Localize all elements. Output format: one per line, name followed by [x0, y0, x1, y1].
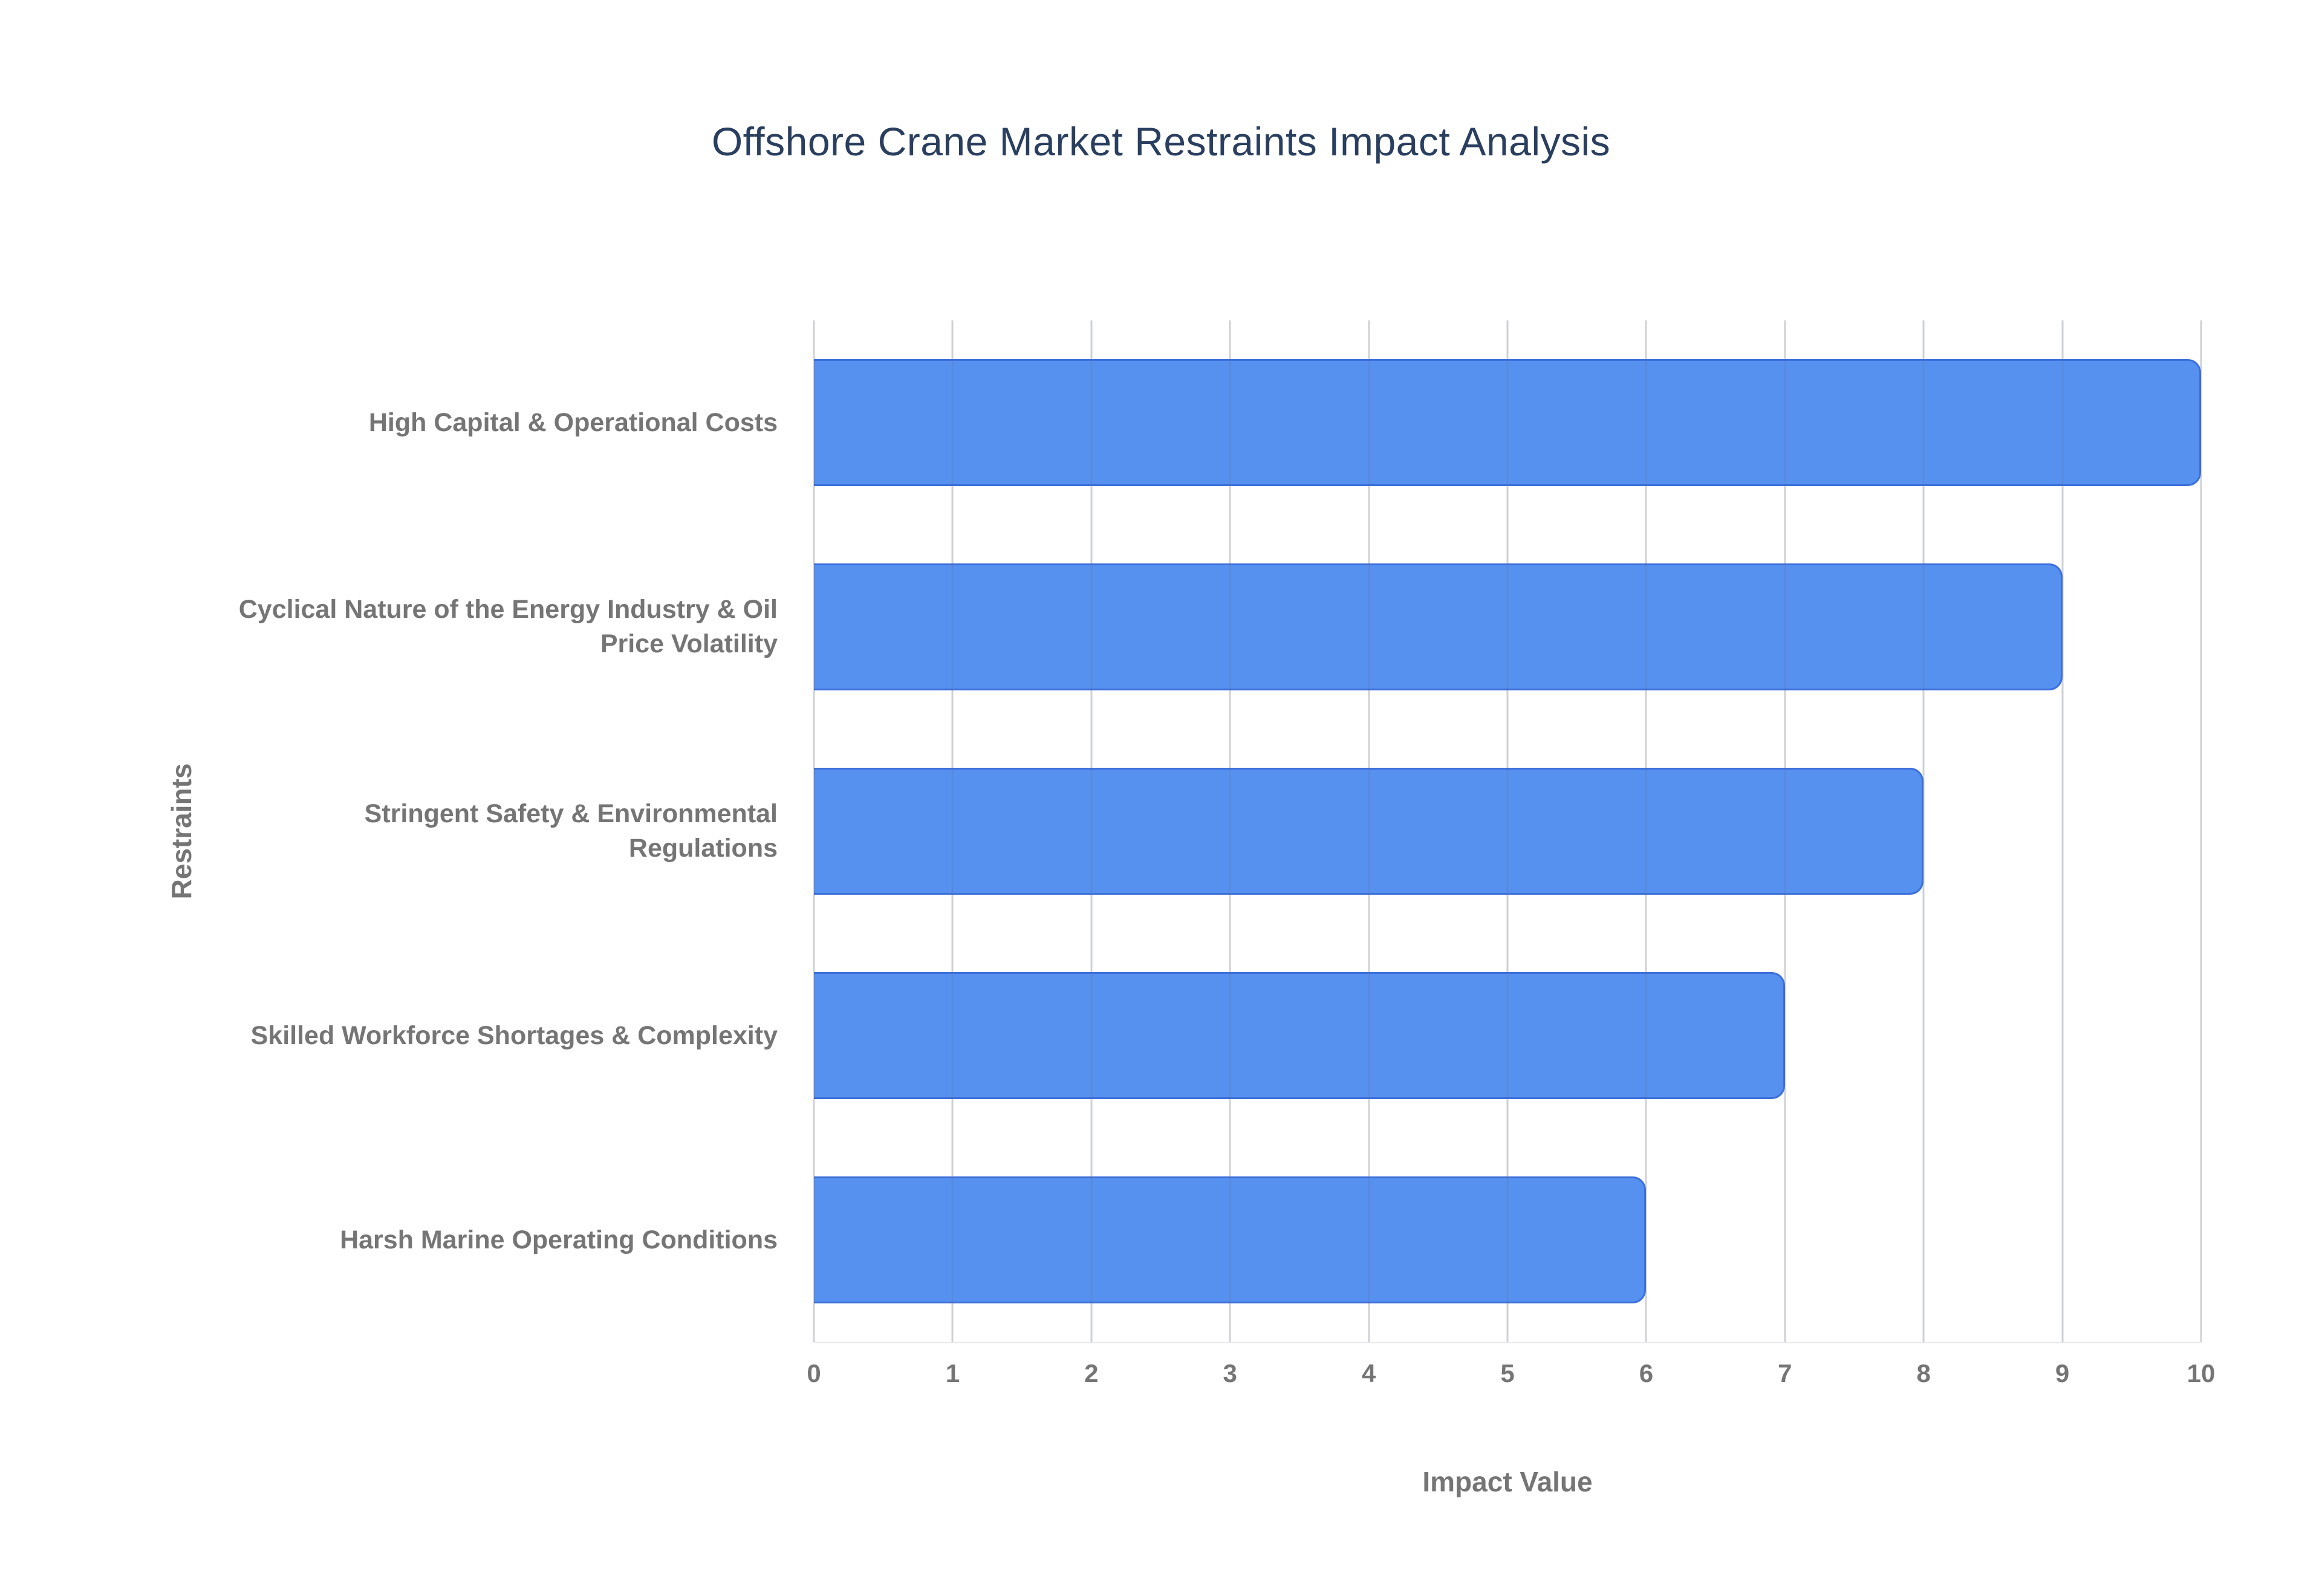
plot-area — [813, 320, 2202, 1343]
bar-5[interactable] — [814, 1176, 1647, 1303]
x-tick-label-4: 4 — [1361, 1359, 1376, 1387]
category-label-3: Stringent Safety & Environmental Regulat… — [364, 799, 778, 863]
category-label-5: Harsh Marine Operating Conditions — [340, 1225, 778, 1254]
y-axis-category-labels: High Capital & Operational Costs Cyclical… — [218, 320, 796, 1342]
bar-4[interactable] — [814, 972, 1785, 1099]
chart-title: Offshore Crane Market Restraints Impact … — [711, 119, 1611, 164]
category-label-1: High Capital & Operational Costs — [368, 407, 778, 437]
bar-band-2 — [814, 525, 2201, 729]
y-axis-title: Restraints — [166, 763, 197, 900]
bar-series — [814, 320, 2201, 1342]
category-label-4: Skilled Workforce Shortages & Complexity — [250, 1020, 778, 1050]
x-tick-label-1: 1 — [945, 1359, 960, 1387]
x-tick-label-5: 5 — [1500, 1359, 1515, 1387]
x-tick-label-2: 2 — [1084, 1359, 1099, 1387]
bar-band-4 — [814, 933, 2201, 1138]
x-axis-tick-labels: 0 1 2 3 4 5 6 7 8 9 10 — [807, 1359, 2215, 1395]
bar-band-5 — [814, 1138, 2201, 1342]
bar-2[interactable] — [814, 563, 2063, 690]
category-label-2: Cyclical Nature of the Energy Industry &… — [238, 595, 778, 658]
bar-band-3 — [814, 729, 2201, 933]
x-tick-label-10: 10 — [2187, 1359, 2216, 1387]
bar-3[interactable] — [814, 768, 1924, 895]
x-tick-label-9: 9 — [2055, 1359, 2070, 1387]
x-tick-label-3: 3 — [1223, 1359, 1237, 1387]
x-tick-label-7: 7 — [1778, 1359, 1792, 1387]
bar-1[interactable] — [814, 359, 2201, 486]
x-axis-title: Impact Value — [1422, 1466, 1593, 1497]
x-tick-label-8: 8 — [1916, 1359, 1931, 1387]
x-tick-label-6: 6 — [1639, 1359, 1654, 1387]
bar-band-1 — [814, 320, 2201, 525]
x-tick-label-0: 0 — [807, 1359, 821, 1387]
